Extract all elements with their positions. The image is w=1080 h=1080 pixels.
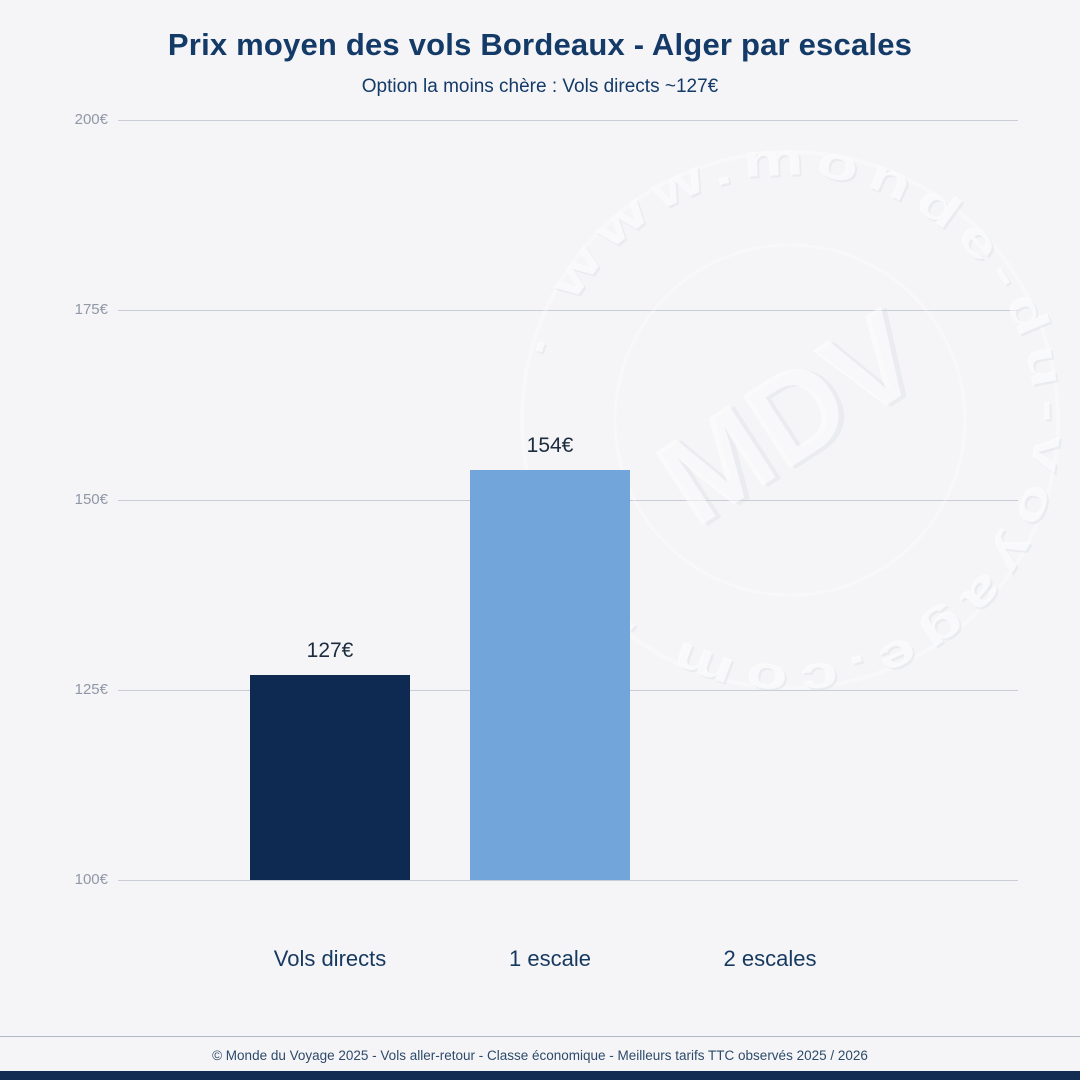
category-label-2-escales: 2 escales	[723, 946, 817, 971]
y-axis-tick-label: 125€	[74, 681, 108, 698]
watermark-center-text: MDV	[634, 284, 943, 552]
footer-text: © Monde du Voyage 2025 - Vols aller-reto…	[212, 1048, 868, 1063]
category-label-1-escale: 1 escale	[509, 946, 591, 971]
y-axis-tick-label: 200€	[74, 111, 108, 128]
footer-divider	[0, 1036, 1080, 1037]
gridline	[118, 310, 1018, 311]
chart-title: Prix moyen des vols Bordeaux - Alger par…	[167, 27, 913, 62]
gridline	[118, 120, 1018, 121]
bar-value-label: 127€	[306, 638, 354, 662]
bar-vols-directs	[250, 674, 410, 880]
bar-value-label: 154€	[526, 433, 574, 457]
footer-accent-bar	[0, 1071, 1080, 1080]
y-axis-tick-label: 100€	[74, 871, 108, 888]
y-axis-tick-label: 150€	[74, 491, 108, 508]
bar-1-escale	[470, 469, 630, 880]
y-axis-tick-label: 175€	[74, 301, 108, 318]
watermark-center-text-shadow: MDV	[640, 285, 949, 553]
watermark-inner-ring	[613, 243, 967, 597]
category-label-vols-directs: Vols directs	[273, 946, 387, 971]
gridline	[118, 880, 1018, 881]
chart-subtitle: Option la moins chère : Vols directs ~12…	[361, 76, 719, 97]
